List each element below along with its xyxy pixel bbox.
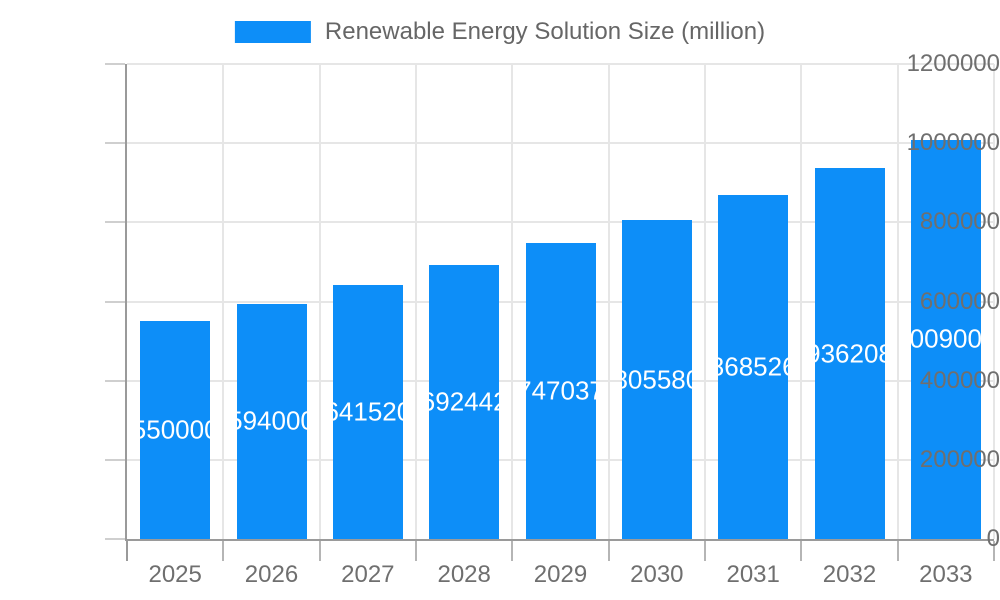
legend-swatch <box>234 21 311 43</box>
x-axis-line <box>125 539 994 541</box>
bar-value-label: 1009005 <box>910 323 981 354</box>
x-axis-tick <box>222 541 225 561</box>
bar-2030[interactable]: 805580 <box>621 220 692 539</box>
y-axis-tick-label: 400000 <box>919 366 1000 394</box>
x-axis-tick <box>607 541 610 561</box>
y-gridline <box>127 142 994 145</box>
y-axis-tick <box>105 63 125 65</box>
legend-item[interactable]: Renewable Energy Solution Size (million) <box>234 18 766 46</box>
x-axis-tick-label: 2032 <box>822 561 877 588</box>
x-axis-tick-label: 2025 <box>148 561 202 588</box>
y-axis-tick <box>105 379 125 382</box>
bar-value-label: 805580 <box>622 364 692 395</box>
x-axis-tick <box>415 541 417 561</box>
x-gridline <box>222 64 225 539</box>
x-axis-tick-label: 2028 <box>437 561 491 588</box>
y-gridline <box>127 63 994 65</box>
y-axis-tick-label: 200000 <box>919 445 1000 473</box>
x-gridline <box>318 64 321 539</box>
bar-value-label: 641520 <box>333 396 403 427</box>
x-gridline <box>704 64 706 539</box>
y-axis-tick <box>105 142 125 145</box>
x-axis-tick <box>511 541 514 561</box>
bar-2033[interactable]: 1009005 <box>910 139 981 539</box>
x-axis-tick <box>993 541 995 561</box>
y-axis-tick <box>105 538 125 540</box>
y-axis-tick-label: 1200000 <box>906 50 1000 77</box>
y-axis-tick <box>105 300 125 303</box>
bar-value-label: 747037 <box>526 375 596 406</box>
x-axis-tick <box>704 541 706 561</box>
x-axis-tick <box>800 541 803 561</box>
y-axis-tick-label: 0 <box>986 525 1000 552</box>
y-axis-line <box>125 64 127 539</box>
x-gridline <box>800 64 803 539</box>
bar-2025[interactable]: 550000 <box>140 321 211 539</box>
legend-label: Renewable Energy Solution Size (million) <box>324 18 766 45</box>
x-axis-tick <box>126 541 128 561</box>
x-axis-tick-label: 2026 <box>244 561 299 588</box>
x-axis-tick-label: 2033 <box>919 561 973 588</box>
y-axis-tick-label: 800000 <box>919 208 1000 236</box>
x-axis-tick-label: 2029 <box>533 561 588 588</box>
y-axis-tick-label: 600000 <box>919 287 1000 315</box>
x-gridline <box>896 64 899 539</box>
x-axis-tick <box>318 541 321 561</box>
bar-2028[interactable]: 692442 <box>429 264 500 539</box>
bar-value-label: 692442 <box>429 386 499 417</box>
bar-2032[interactable]: 936208 <box>814 168 885 539</box>
bar-value-label: 936208 <box>815 338 885 369</box>
x-gridline <box>993 64 995 539</box>
bar-2029[interactable]: 747037 <box>525 243 596 539</box>
bar-value-label: 550000 <box>140 414 210 445</box>
plot-area: 550000 594000 641520 692442 747037 805580 8685… <box>105 63 995 561</box>
y-axis-tick <box>105 221 125 224</box>
bar-2027[interactable]: 641520 <box>332 285 403 539</box>
x-gridline <box>415 64 417 539</box>
y-gridline <box>127 221 994 224</box>
y-axis-tick <box>105 458 125 461</box>
x-axis-tick-label: 2031 <box>726 561 780 588</box>
x-axis-tick-label: 2030 <box>630 561 684 588</box>
bar-value-label: 594000 <box>237 405 307 436</box>
bar-value-label: 868526 <box>718 351 788 382</box>
x-gridline <box>607 64 610 539</box>
bar-2031[interactable]: 868526 <box>718 195 789 539</box>
x-gridline <box>511 64 514 539</box>
x-axis-tick-label: 2027 <box>341 561 395 588</box>
bar-2026[interactable]: 594000 <box>236 303 307 539</box>
y-axis-tick-label: 1000000 <box>906 129 1000 157</box>
x-axis-tick <box>896 541 899 561</box>
